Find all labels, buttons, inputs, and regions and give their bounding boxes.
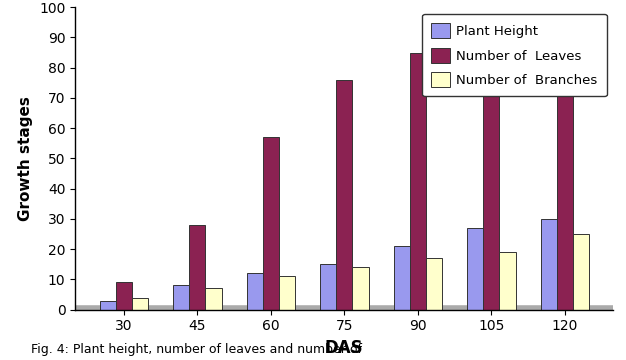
X-axis label: DAS: DAS (325, 339, 364, 357)
Bar (573, 234, 589, 310)
Bar (540, 219, 557, 310)
Bar (352, 267, 369, 310)
Bar (557, 28, 573, 310)
Bar (189, 225, 205, 310)
Bar (336, 80, 352, 310)
Text: Fig. 4: Plant height, number of leaves and number of: Fig. 4: Plant height, number of leaves a… (31, 343, 362, 356)
Bar (409, 53, 426, 310)
Bar (247, 273, 263, 310)
Bar (132, 297, 148, 310)
Bar (394, 246, 409, 310)
Legend: Plant Height, Number of  Leaves, Number of  Branches: Plant Height, Number of Leaves, Number o… (422, 14, 607, 96)
Bar (500, 252, 516, 310)
Bar (426, 258, 442, 310)
Bar (320, 264, 336, 310)
Bar (263, 137, 279, 310)
Bar (100, 301, 116, 310)
Bar (483, 37, 500, 310)
Bar (116, 282, 132, 310)
Y-axis label: Growth stages: Growth stages (19, 96, 33, 221)
Bar (467, 228, 483, 310)
Bar (279, 276, 295, 310)
Bar (173, 285, 189, 310)
Bar (205, 288, 222, 310)
